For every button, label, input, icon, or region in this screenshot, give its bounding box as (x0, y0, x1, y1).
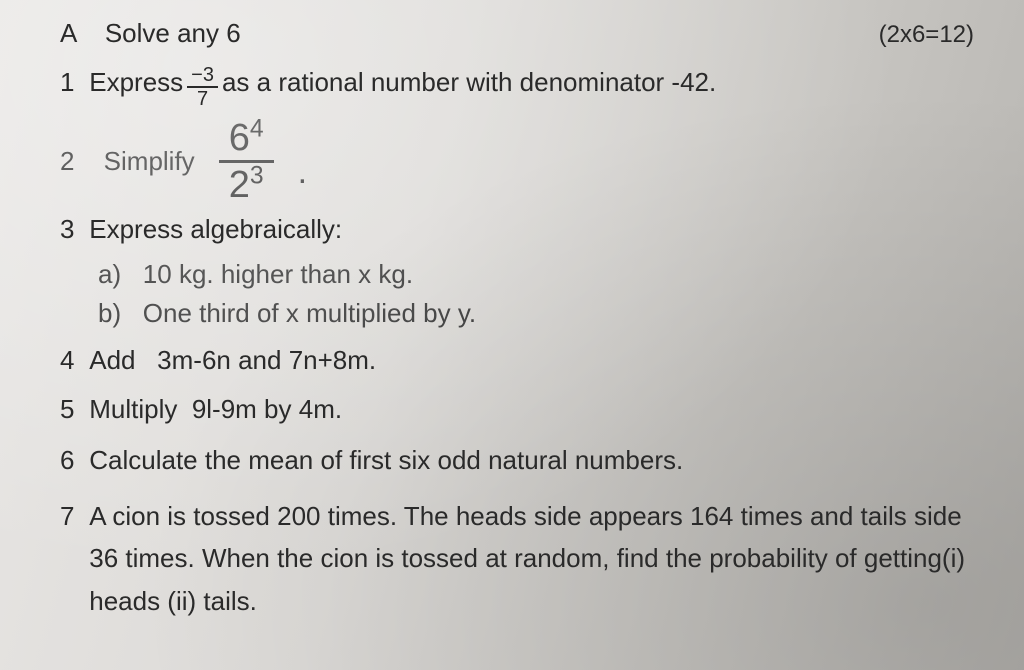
question-7: 7 A cion is tossed 200 times. The heads … (60, 495, 984, 624)
section-label: A (60, 18, 76, 48)
q2-dot: . (298, 150, 307, 196)
q2-num-base: 6 (229, 117, 250, 159)
q4-number: 4 (60, 343, 82, 378)
section-marks: (2x6=12) (879, 21, 974, 49)
q3a-label: a) (98, 259, 121, 289)
section-header: A Solve any 6 (2x6=12) (60, 18, 984, 55)
q7-text: A cion is tossed 200 times. The heads si… (89, 495, 984, 624)
q5-number: 5 (60, 392, 82, 427)
question-3a: a) 10 kg. higher than x kg. (98, 257, 984, 292)
section-instruction: Solve any 6 (105, 18, 241, 48)
q2-den-exp: 3 (250, 162, 264, 189)
q2-bigfrac-num: 64 (219, 119, 274, 163)
q6-text: Calculate the mean of first six odd natu… (89, 443, 683, 478)
q3-text: Express algebraically: (89, 212, 342, 247)
q3a-text: 10 kg. higher than x kg. (143, 259, 413, 289)
q1-pre: Express (89, 65, 183, 100)
question-1: 1 Express −3 7 as a rational number with… (60, 65, 984, 109)
section-head-line: A Solve any 6 (2x6=12) (60, 18, 984, 49)
question-6: 6 Calculate the mean of first six odd na… (60, 443, 984, 478)
question-4: 4 Add 3m-6n and 7n+8m. (60, 343, 984, 378)
q1-number: 1 (60, 65, 82, 100)
q3-number: 3 (60, 212, 82, 247)
q2-left: 2 Simplify (60, 144, 195, 179)
q2-number: 2 (60, 144, 82, 179)
q3b-label: b) (98, 298, 121, 328)
q2-num-exp: 4 (250, 115, 264, 142)
q4-text: Add 3m-6n and 7n+8m. (89, 343, 376, 378)
section-title: A Solve any 6 (60, 18, 241, 49)
q1-frac-num: −3 (187, 65, 218, 88)
q1-frac-den: 7 (193, 88, 212, 109)
q7-number: 7 (60, 495, 82, 538)
q1-post: as a rational number with denominator -4… (222, 65, 716, 100)
question-3: 3 Express algebraically: (60, 212, 984, 247)
q1-fraction: −3 7 (187, 65, 218, 109)
q3b-text: One third of x multiplied by y. (143, 298, 476, 328)
q5-text: Multiply 9l-9m by 4m. (89, 392, 342, 427)
q6-number: 6 (60, 443, 82, 478)
q2-den-base: 2 (229, 164, 250, 206)
question-2: 2 Simplify 64 23 . (60, 119, 984, 204)
q2-bigfraction: 64 23 (219, 119, 274, 204)
question-3b: b) One third of x multiplied by y. (98, 296, 984, 331)
q2-bigfrac-den: 23 (219, 163, 274, 204)
q2-label: Simplify (104, 146, 195, 176)
question-5: 5 Multiply 9l-9m by 4m. (60, 392, 984, 427)
